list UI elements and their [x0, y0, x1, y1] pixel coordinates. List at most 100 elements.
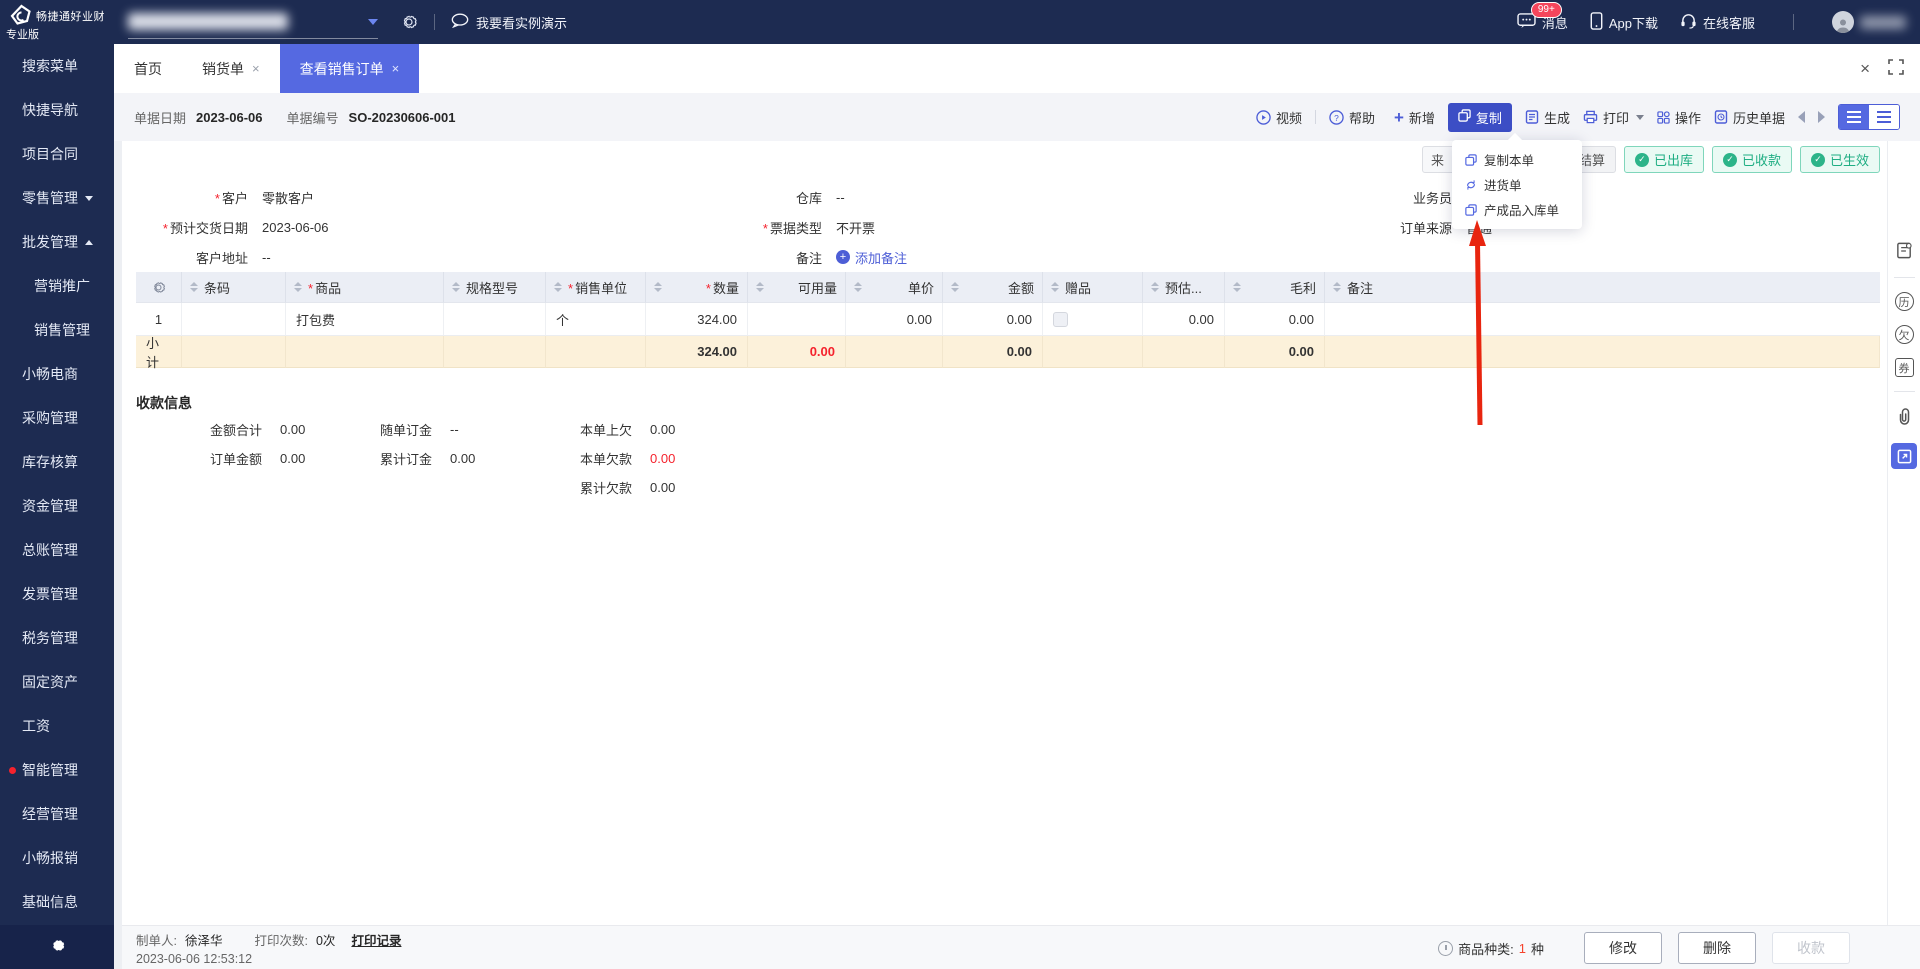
column-settings-gear-icon[interactable]	[136, 272, 182, 303]
print-button[interactable]: 打印	[1583, 108, 1644, 127]
debt-icon[interactable]: 欠	[1894, 325, 1914, 344]
sidebar-item-expense-report[interactable]: 小畅报销	[22, 850, 78, 866]
header-estimate[interactable]: 预估...	[1143, 272, 1225, 303]
sidebar-item-tax-mgmt[interactable]: 税务管理	[22, 630, 78, 646]
close-all-tabs-icon[interactable]: ×	[1860, 58, 1870, 78]
total-deposit-label: 累计订金	[379, 452, 432, 467]
header-remark[interactable]: 备注	[1325, 272, 1880, 303]
add-note-link[interactable]: + 添加备注	[836, 248, 907, 267]
note-doc-icon[interactable]	[1895, 241, 1914, 263]
app-download-button[interactable]: App下载	[1590, 11, 1658, 33]
sidebar-item-quick-nav[interactable]: 快捷导航	[22, 102, 78, 118]
user-account[interactable]	[1832, 11, 1906, 33]
generate-button[interactable]: 生成	[1525, 108, 1570, 127]
amount-total-value: 0.00	[280, 422, 306, 437]
delete-button[interactable]: 删除	[1678, 932, 1756, 964]
sidebar-item-search-menu[interactable]: 搜索菜单	[22, 58, 78, 74]
subtotal-profit: 0.00	[1225, 336, 1325, 368]
history-record-icon[interactable]: 历	[1894, 292, 1914, 311]
sidebar-item-fixed-assets[interactable]: 固定资产	[22, 674, 78, 690]
video-button[interactable]: 视频	[1256, 108, 1302, 127]
close-icon[interactable]: ×	[391, 61, 400, 76]
sidebar-item-ecommerce[interactable]: 小畅电商	[22, 366, 78, 382]
total-deposit-value: 0.00	[450, 451, 476, 466]
operate-button[interactable]: 操作	[1657, 108, 1701, 127]
sidebar-item-marketing-promo[interactable]: 营销推广	[34, 278, 90, 294]
tab-sales-slip[interactable]: 销货单 ×	[202, 60, 260, 77]
sort-icon	[1051, 282, 1059, 292]
sort-icon	[1233, 282, 1241, 292]
menu-item-copy-this-doc[interactable]: 复制本单	[1452, 147, 1582, 172]
prev-debt-label: 本单上欠	[579, 423, 632, 438]
header-unit[interactable]: * 销售单位	[546, 272, 646, 303]
messages-count-badge: 99+	[1530, 1, 1562, 18]
copy-dropdown-menu: 复制本单 进货单 产成品入库单	[1452, 140, 1582, 229]
header-barcode[interactable]: 条码	[182, 272, 286, 303]
sidebar-item-general-ledger[interactable]: 总账管理	[22, 542, 78, 558]
header-amount[interactable]: 金额	[943, 272, 1043, 303]
menu-item-purchase-order[interactable]: 进货单	[1452, 172, 1582, 197]
sidebar-item-payroll[interactable]: 工资	[22, 718, 50, 734]
prev-doc-icon[interactable]	[1798, 111, 1805, 123]
help-button[interactable]: ? 帮助	[1329, 108, 1375, 127]
sidebar-item-funds-mgmt[interactable]: 资金管理	[22, 498, 78, 514]
sidebar-item-inventory-accounting[interactable]: 库存核算	[22, 454, 78, 470]
header-available[interactable]: 可用量	[748, 272, 846, 303]
sidebar-item-business-mgmt[interactable]: 经营管理	[22, 806, 78, 822]
subtotal-available: 0.00	[748, 336, 846, 368]
check-icon: ✓	[1722, 152, 1737, 167]
sidebar-item-sales-mgmt[interactable]: 销售管理	[34, 322, 90, 338]
check-icon: ✓	[1810, 152, 1825, 167]
header-gift[interactable]: 赠品	[1043, 272, 1143, 303]
sidebar-item-retail-mgmt[interactable]: 零售管理	[0, 176, 114, 220]
card-view-button[interactable]	[1869, 105, 1899, 129]
print-log-link[interactable]: 打印记录	[351, 934, 402, 948]
online-service-button[interactable]: 在线客服	[1680, 12, 1755, 32]
menu-item-finished-goods-receipt[interactable]: 产成品入库单	[1452, 197, 1582, 222]
sidebar-item-wholesale-mgmt[interactable]: 批发管理	[0, 220, 114, 264]
header-price[interactable]: 单价	[846, 272, 943, 303]
strip-divider	[1893, 277, 1915, 278]
history-button[interactable]: 历史单据	[1714, 108, 1785, 127]
tab-view-sales-order[interactable]: 查看销售订单 ×	[279, 44, 420, 93]
phone-icon	[1590, 11, 1603, 33]
demo-link[interactable]: 我要看实例演示	[451, 13, 567, 32]
close-icon[interactable]: ×	[252, 61, 260, 76]
table-header-row: 条码 * 商品 规格型号 * 销售单位 * 数量 可用量 单价 金额 赠品 预估...…	[136, 272, 1880, 303]
generate-icon	[1525, 110, 1539, 124]
cell-product: 打包费	[286, 303, 444, 336]
sort-icon	[554, 282, 562, 292]
sidebar-item-basic-info[interactable]: 基础信息	[22, 894, 78, 910]
sort-icon	[452, 282, 460, 292]
header-qty[interactable]: * 数量	[646, 272, 748, 303]
receive-payment-button[interactable]: 收款	[1772, 932, 1850, 964]
header-spec[interactable]: 规格型号	[444, 272, 546, 303]
expand-icon[interactable]	[1891, 443, 1917, 469]
chevron-down-icon	[1635, 114, 1644, 120]
sidebar-item-invoice-mgmt[interactable]: 发票管理	[22, 586, 78, 602]
list-view-button[interactable]	[1839, 105, 1869, 129]
fullscreen-icon[interactable]	[1888, 59, 1904, 78]
table-row[interactable]: 1 打包费 个 324.00 0.00 0.00 0.00 0.00	[136, 303, 1880, 336]
message-icon	[1517, 12, 1536, 32]
add-button[interactable]: + 新增	[1393, 107, 1435, 127]
messages-button[interactable]: 消息 99+	[1517, 1, 1568, 32]
header-profit[interactable]: 毛利	[1225, 272, 1325, 303]
copy-button[interactable]: 复制	[1447, 102, 1512, 132]
sidebar-item-smart-mgmt[interactable]: 智能管理	[0, 748, 114, 792]
sidebar-settings[interactable]	[0, 925, 114, 969]
attachment-icon[interactable]	[1895, 406, 1913, 429]
sidebar-item-project-contract[interactable]: 项目合同	[22, 146, 78, 162]
gift-checkbox[interactable]	[1053, 311, 1068, 327]
settings-gear-icon[interactable]	[400, 13, 418, 31]
voucher-icon[interactable]: 券	[1894, 358, 1914, 377]
tab-home[interactable]: 首页	[134, 60, 162, 77]
company-selector[interactable]	[128, 5, 378, 39]
next-doc-icon[interactable]	[1818, 111, 1825, 123]
cell-price: 0.00	[846, 303, 943, 336]
edit-button[interactable]: 修改	[1584, 932, 1662, 964]
print-count-label: 打印次数:	[254, 934, 308, 948]
header-product[interactable]: * 商品	[286, 272, 444, 303]
sidebar-item-purchase-mgmt[interactable]: 采购管理	[22, 410, 78, 426]
